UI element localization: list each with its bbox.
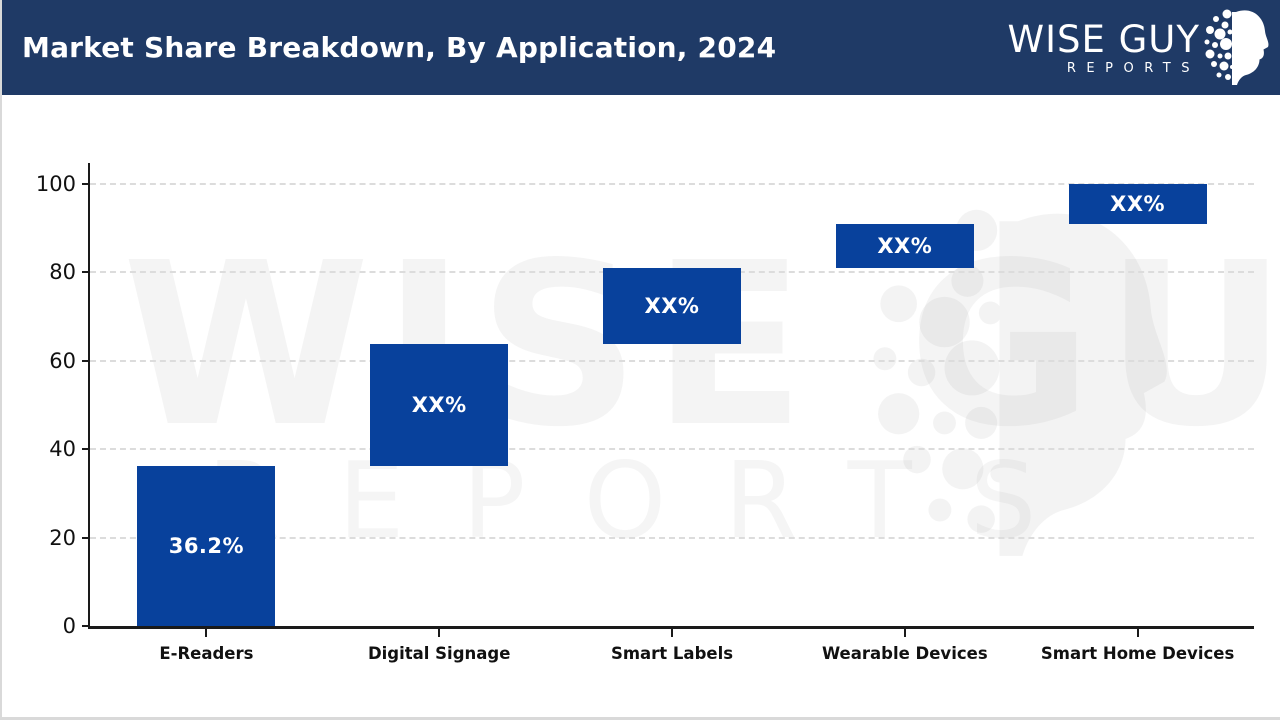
brand-logo-text: WISE GUY REPORTS [1008,21,1200,75]
x-tick-3 [903,628,906,637]
y-tick-80 [82,271,90,274]
watermark-text-1: WISE GUY [122,215,1280,477]
x-tick-4 [1136,628,1139,637]
bar-wearable-devices-text: XX% [877,233,933,258]
x-tick-0 [205,628,208,637]
y-tick-label-80: 80 [49,260,76,285]
bar-digital-signage-text: XX% [411,392,467,417]
bar-smart-labels-text: XX% [644,293,700,318]
bar-wearable-devices: XX% [835,223,974,268]
y-tick-label-20: 20 [49,525,76,550]
bar-smart-home-devices: XX% [1068,184,1207,224]
x-label-smart-home-devices: Smart Home Devices [1040,644,1235,663]
y-tick-label-40: 40 [49,437,76,462]
head-profile-icon [1202,4,1274,92]
page-title: Market Share Breakdown, By Application, … [22,31,777,64]
y-tick-0 [82,625,90,627]
x-label-digital-signage: Digital Signage [367,644,511,663]
brand-subname: REPORTS [1066,60,1200,76]
x-tick-2 [671,628,673,637]
y-tick-label-100: 100 [35,172,76,196]
gridline-20 [90,536,1254,539]
brand-logo: WISE GUY REPORTS [1008,4,1280,92]
y-tick-label-60: 60 [49,348,76,373]
bar-digital-signage: XX% [370,344,509,466]
x-label-smart-labels: Smart Labels [610,644,734,663]
gridline-100 [90,183,1254,185]
watermark-text-2: REPORTS [207,440,1095,562]
x-axis-line [88,626,1254,629]
y-axis-line [88,163,90,628]
y-tick-100 [82,183,90,185]
y-tick-40 [82,448,90,451]
x-label-wearable-devices: Wearable Devices [821,644,988,663]
gridline-60 [90,359,1254,362]
bar-smart-home-devices-text: XX% [1110,191,1166,216]
bar-smart-labels: XX% [603,267,741,344]
brand-name: WISE GUY [1007,17,1200,61]
bar-e-readers: 36.2% [137,465,276,626]
gridline-40 [90,448,1254,451]
x-tick-1 [438,628,441,637]
y-tick-label-0: 0 [62,614,76,638]
y-tick-20 [82,536,90,539]
y-tick-60 [82,359,90,362]
x-label-e-readers: E-Readers [159,644,254,663]
header-bar: Market Share Breakdown, By Application, … [2,0,1280,95]
bar-e-readers-text: 36.2% [168,533,245,558]
